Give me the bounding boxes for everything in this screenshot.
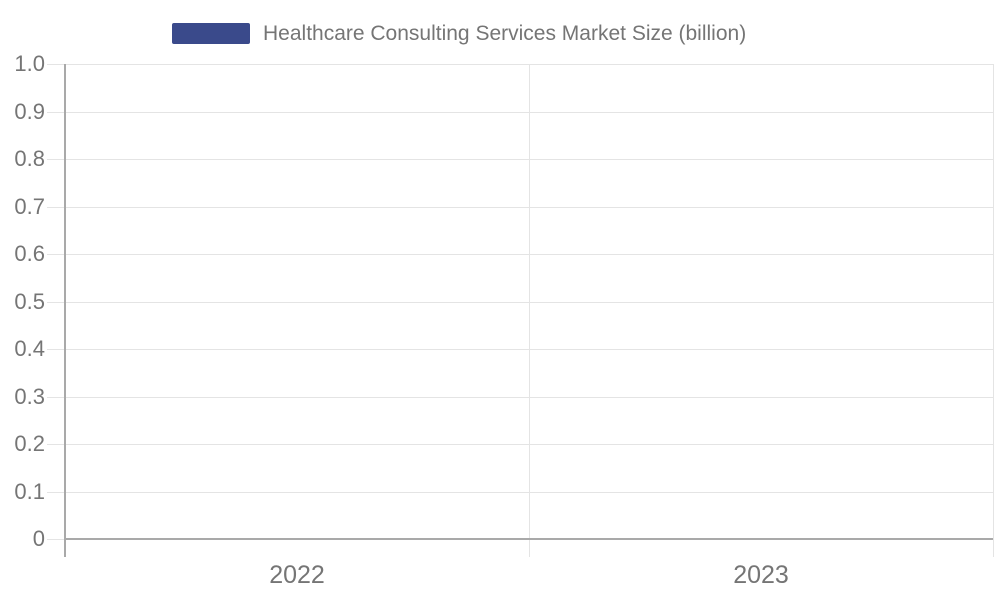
x-axis-line: [65, 538, 993, 540]
y-axis-tick: [47, 207, 65, 208]
y-axis-tick: [47, 64, 65, 65]
y-axis-line: [64, 64, 66, 557]
y-axis-label: 0.6: [14, 241, 45, 266]
y-axis-label: 0.4: [14, 336, 45, 361]
y-axis-tick: [47, 397, 65, 398]
y-axis-label: 0: [32, 526, 45, 551]
y-axis-label: 1.0: [14, 51, 45, 76]
y-axis-label: 0.2: [14, 431, 45, 456]
y-axis-label: 0.7: [14, 194, 45, 219]
x-gridline: [993, 64, 994, 539]
x-axis-tick: [993, 539, 994, 557]
legend-label: Healthcare Consulting Services Market Si…: [263, 22, 747, 45]
y-axis-label: 0.9: [14, 99, 45, 124]
y-axis-label: 0.5: [14, 289, 45, 314]
y-axis-tick: [47, 492, 65, 493]
x-axis-label: 2023: [733, 561, 789, 589]
legend-swatch-icon: [172, 23, 250, 44]
y-axis-tick: [47, 159, 65, 160]
y-axis-tick: [47, 444, 65, 445]
y-axis-label: 0.8: [14, 146, 45, 171]
legend-item-healthcare-consulting[interactable]: Healthcare Consulting Services Market Si…: [172, 20, 746, 47]
y-axis-tick: [47, 112, 65, 113]
y-axis-label: 0.3: [14, 384, 45, 409]
x-gridline: [529, 64, 530, 539]
x-axis-label: 2022: [269, 561, 325, 589]
y-axis-tick: [47, 302, 65, 303]
y-axis-tick: [47, 254, 65, 255]
y-axis-tick: [47, 349, 65, 350]
y-axis-tick: [47, 539, 65, 540]
y-axis-label: 0.1: [14, 479, 45, 504]
x-axis-tick: [529, 539, 530, 557]
